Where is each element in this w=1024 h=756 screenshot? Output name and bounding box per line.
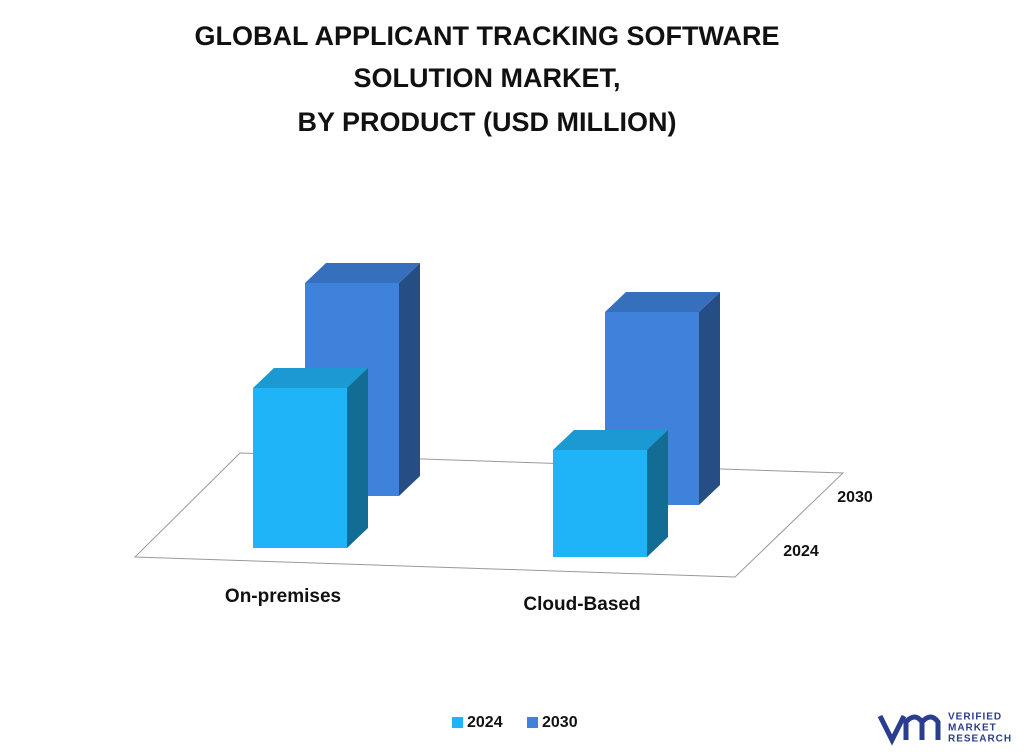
legend-swatch: [527, 717, 538, 728]
bar-front: [253, 388, 347, 548]
chart-title: BY PRODUCT (USD MILLION): [298, 107, 677, 137]
logo: VERIFIED MARKET RESEARCH: [877, 712, 1012, 746]
legend-swatch: [452, 717, 463, 728]
bar-top: [253, 368, 368, 388]
logo-text: RESEARCH: [948, 734, 1012, 745]
bar-top: [605, 292, 720, 312]
bar-side: [699, 292, 720, 505]
logo-mark: [877, 714, 941, 746]
chart-title: SOLUTION MARKET,: [354, 63, 621, 93]
floor: [133, 452, 845, 578]
depth-label: 2030: [837, 489, 873, 506]
bar: [253, 368, 368, 548]
logo-text: MARKET: [948, 723, 997, 734]
x-tick-label: On-premises: [225, 586, 341, 607]
x-tick-label: Cloud-Based: [523, 594, 640, 615]
bar-side: [647, 430, 668, 557]
bar-front: [553, 450, 647, 557]
bar-side: [399, 263, 420, 496]
bar: [553, 430, 668, 557]
bar-top: [553, 430, 668, 450]
chart-title: GLOBAL APPLICANT TRACKING SOFTWARE: [195, 21, 780, 51]
bar-side: [347, 368, 368, 548]
depth-label: 2024: [783, 543, 819, 560]
bar-top: [305, 263, 420, 283]
legend-label: 2024: [467, 714, 503, 731]
legend-label: 2030: [542, 714, 578, 731]
logo-text: VERIFIED: [948, 712, 1002, 723]
